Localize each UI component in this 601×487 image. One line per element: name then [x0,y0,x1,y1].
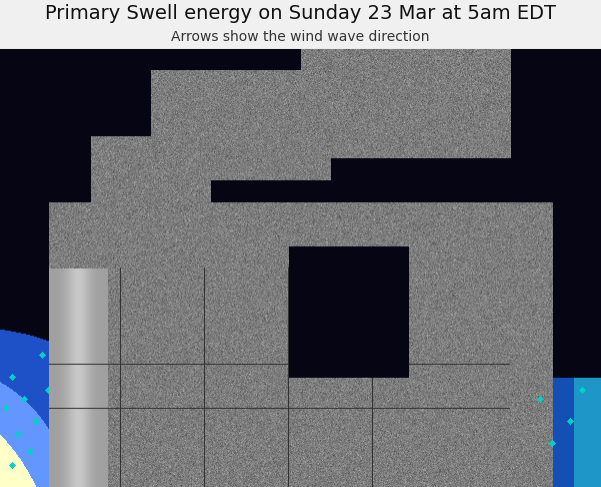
Text: Arrows show the wind wave direction: Arrows show the wind wave direction [171,30,430,43]
Text: Primary Swell energy on Sunday 23 Mar at 5am EDT: Primary Swell energy on Sunday 23 Mar at… [45,4,556,23]
